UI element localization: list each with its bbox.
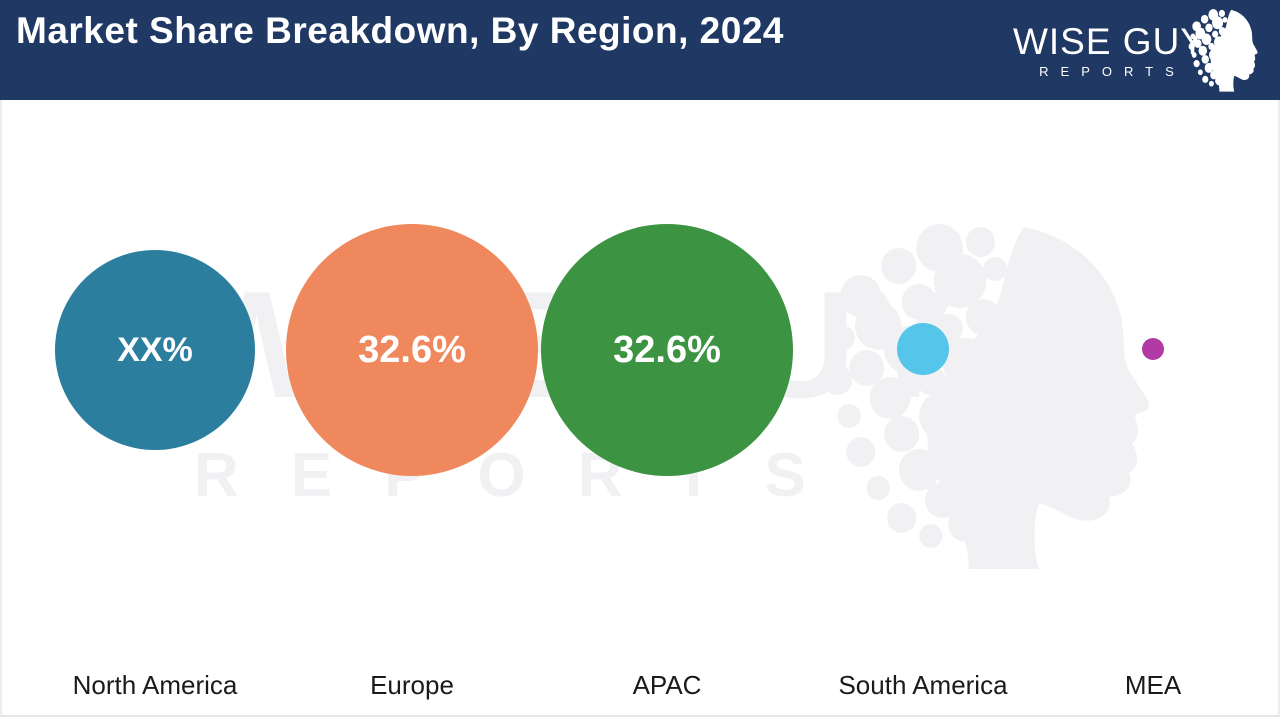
logo-text: WISE GUY REPORTS <box>1013 21 1206 79</box>
category-label-north-america: North America <box>72 670 238 700</box>
bubble-value-label: XX% <box>117 330 193 369</box>
logo-head-icon <box>1188 9 1258 92</box>
bubble-south-america <box>897 323 949 375</box>
category-label-europe: Europe <box>370 670 454 700</box>
wiseguy-logo: WISE GUY REPORTS <box>1013 4 1262 96</box>
category-label-apac: APAC <box>632 670 702 700</box>
bubble-north-america: XX% <box>55 250 255 450</box>
bubble-value-label: 32.6% <box>358 328 466 371</box>
bubble-mea <box>1142 338 1164 360</box>
category-label-south-america: South America <box>838 670 1008 700</box>
logo-subtext: REPORTS <box>1039 64 1186 79</box>
header-bar: Market Share Breakdown, By Region, 2024 … <box>0 0 1280 100</box>
bubble-europe: 32.6% <box>286 224 538 476</box>
bubble-apac: 32.6% <box>541 224 793 476</box>
page-title: Market Share Breakdown, By Region, 2024 <box>16 10 784 51</box>
chart-area: WISE GUY REPORTS XX%North America32.6%Eu… <box>0 100 1280 717</box>
bubble-value-label: 32.6% <box>613 328 721 371</box>
logo-wordmark: WISE GUY <box>1012 21 1206 62</box>
bubble-chart: XX% North America 32.6% Europe 32.6% APAC Sout… <box>2 100 1278 715</box>
category-label-mea: MEA <box>1124 670 1182 700</box>
